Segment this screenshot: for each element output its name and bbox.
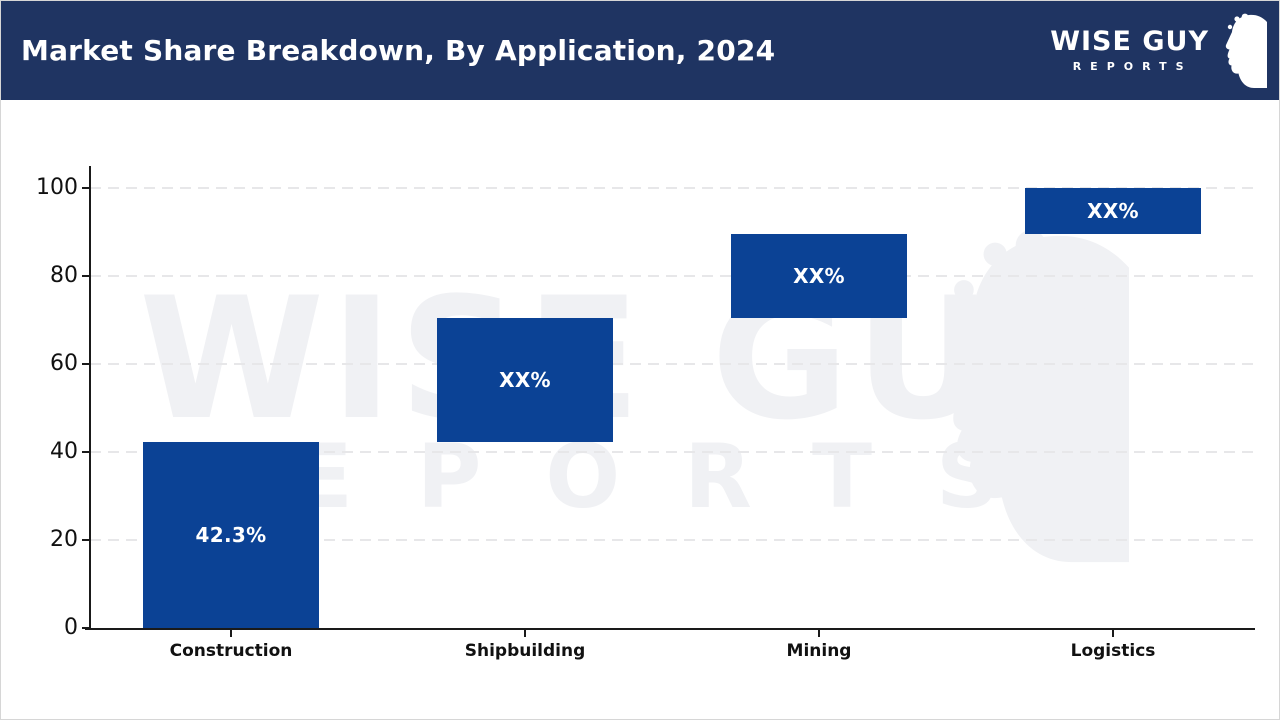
x-category-label-logistics: Logistics — [1070, 641, 1156, 661]
bar-construction: 42.3% — [143, 441, 319, 628]
y-tick-80 — [82, 275, 90, 277]
y-tick-40 — [82, 451, 90, 453]
watermark-head-profile-icon — [945, 230, 1129, 563]
x-axis-line — [85, 628, 1255, 630]
y-tick-label-0: 0 — [64, 615, 78, 640]
x-tick-shipbuilding — [524, 629, 526, 637]
bar-value-label: 42.3% — [195, 522, 267, 547]
y-tick-label-80: 80 — [50, 263, 78, 288]
y-tick-label-20: 20 — [50, 527, 78, 552]
dotted-head-profile-icon — [1225, 13, 1267, 88]
bar-mining: XX% — [731, 234, 907, 318]
x-category-label-shipbuilding: Shipbuilding — [464, 641, 586, 661]
bar-value-label: XX% — [499, 367, 551, 392]
gridline-y-100 — [90, 187, 1255, 189]
y-tick-20 — [82, 539, 90, 541]
x-tick-mining — [818, 629, 820, 637]
y-tick-60 — [82, 363, 90, 365]
y-tick-label-60: 60 — [50, 351, 78, 376]
gridline-y-80 — [90, 275, 1255, 277]
page-title: Market Share Breakdown, By Application, … — [21, 34, 776, 67]
y-tick-label-40: 40 — [50, 439, 78, 464]
bar-value-label: XX% — [1087, 199, 1139, 224]
bar-value-label: XX% — [793, 263, 845, 288]
wise-guy-reports-logo: WISE GUY REPORTS — [1050, 1, 1267, 100]
gridline-y-20 — [90, 539, 1255, 541]
x-tick-construction — [230, 629, 232, 637]
x-tick-logistics — [1112, 629, 1114, 637]
gridline-y-60 — [90, 363, 1255, 365]
x-category-label-construction: Construction — [169, 641, 293, 661]
y-tick-100 — [82, 187, 90, 189]
x-category-label-mining: Mining — [786, 641, 852, 661]
logo-text: WISE GUY REPORTS — [1050, 26, 1209, 73]
bar-logistics: XX% — [1025, 188, 1201, 235]
y-axis-line — [89, 166, 91, 630]
bar-shipbuilding: XX% — [437, 317, 613, 442]
gridline-y-40 — [90, 451, 1255, 453]
logo-wordmark: WISE GUY — [1050, 26, 1209, 58]
header-bar: Market Share Breakdown, By Application, … — [1, 1, 1279, 100]
y-tick-label-100: 100 — [36, 175, 78, 200]
logo-subtitle: REPORTS — [1072, 59, 1193, 73]
